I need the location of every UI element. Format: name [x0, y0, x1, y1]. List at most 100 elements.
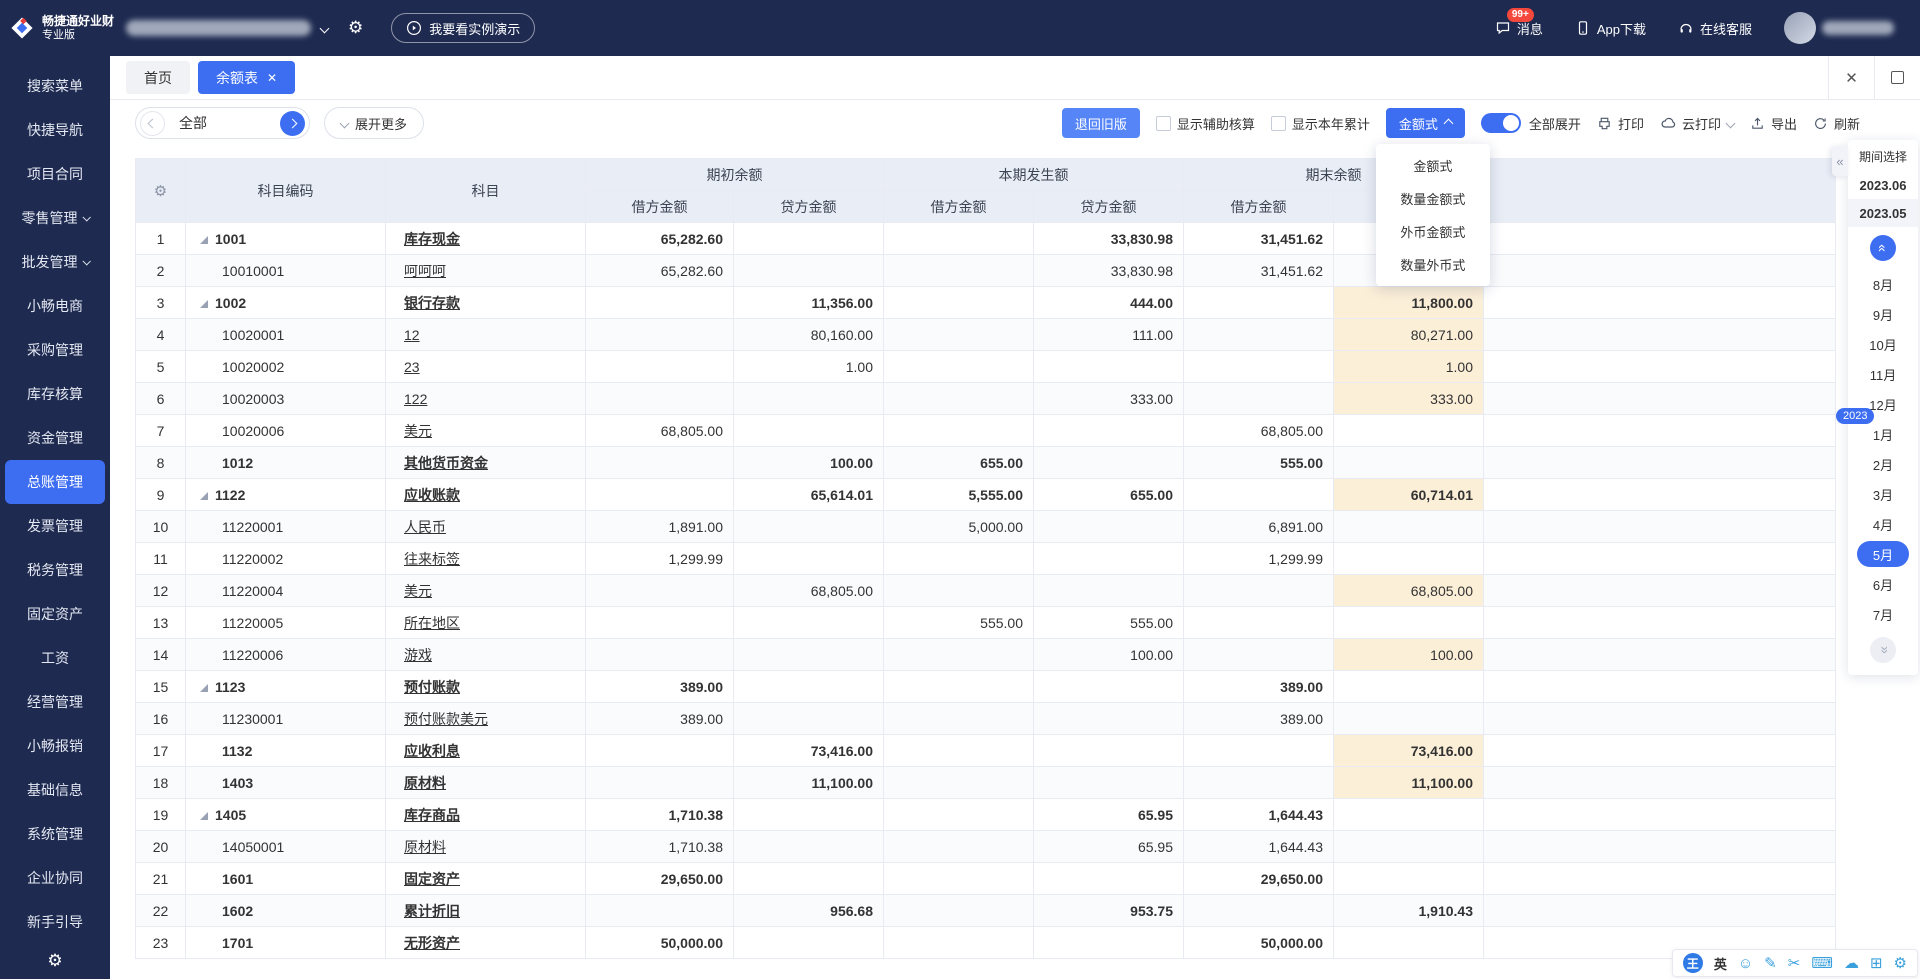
checkbox-icon[interactable]	[1155, 115, 1171, 131]
table-row[interactable]: 21 1601 固定资产 29,650.00 29,650.00	[135, 862, 1836, 895]
account-name-link[interactable]: 游戏	[404, 646, 432, 663]
table-row[interactable]: 12 11220004 美元 68,805.00 68,805.00	[135, 574, 1836, 607]
table-row[interactable]: 3 1002 银行存款 11,356.00 444.00 11,800.00	[135, 286, 1836, 319]
account-code-cell[interactable]: 14050001	[185, 830, 386, 863]
account-code-cell[interactable]: 1403	[185, 766, 386, 799]
toggle-switch[interactable]	[1480, 113, 1521, 133]
account-name-link[interactable]: 23	[404, 358, 420, 375]
export-button[interactable]: 导出	[1750, 114, 1797, 133]
month-item[interactable]: 2月	[1872, 457, 1894, 473]
close-all-tabs-button[interactable]: ✕	[1828, 56, 1874, 99]
sidebar-item-inventory-accounting[interactable]: 库存核算	[0, 372, 110, 416]
account-name-cell[interactable]: 呵呵呵	[385, 254, 586, 287]
table-row[interactable]: 15 1123 预付账款 389.00 389.00	[135, 670, 1836, 703]
table-row[interactable]: 5 10020002 23 1.00 1.00	[135, 350, 1836, 383]
account-name-cell[interactable]: 美元	[385, 414, 586, 447]
table-row[interactable]: 22 1602 累计折旧 956.68 953.75 1,910.43	[135, 894, 1836, 927]
account-name-cell[interactable]: 预付账款美元	[385, 702, 586, 735]
table-row[interactable]: 10 11220001 人民币 1,891.00 5,000.00 6,891.00	[135, 510, 1836, 543]
checkbox-icon[interactable]	[1270, 115, 1286, 131]
account-name-cell[interactable]: 所在地区	[385, 606, 586, 639]
sidebar-item-quick-nav[interactable]: 快捷导航	[0, 108, 110, 152]
account-name-cell[interactable]: 原材料	[385, 766, 586, 799]
account-code-cell[interactable]: 10020003	[185, 382, 386, 415]
account-code-cell[interactable]: 10020001	[185, 318, 386, 351]
account-name-cell[interactable]: 固定资产	[385, 862, 586, 895]
sidebar-item-invoice-mgmt[interactable]: 发票管理	[0, 504, 110, 548]
amount-format-button[interactable]: 金额式	[1385, 108, 1465, 138]
account-name-cell[interactable]: 预付账款	[385, 670, 586, 703]
ime-language-toggle[interactable]: 英	[1713, 956, 1727, 972]
account-name-link[interactable]: 12	[404, 326, 420, 343]
account-name-link[interactable]: 美元	[404, 422, 432, 439]
table-row[interactable]: 23 1701 无形资产 50,000.00 50,000.00	[135, 926, 1836, 959]
account-code-cell[interactable]: 1123	[185, 670, 386, 703]
filter-prev-button[interactable]	[140, 110, 165, 136]
messages-button[interactable]: 99+ 消息	[1495, 7, 1543, 38]
account-code-cell[interactable]: 11220005	[185, 606, 386, 639]
expand-icon[interactable]	[200, 491, 208, 500]
account-name-cell[interactable]: 12	[385, 318, 586, 351]
account-name-link[interactable]: 库存现金	[404, 230, 460, 247]
table-row[interactable]: 6 10020003 122 333.00 333.00	[135, 382, 1836, 415]
user-account[interactable]	[1784, 12, 1894, 44]
table-row[interactable]: 4 10020001 12 80,160.00 111.00 80,271.00	[135, 318, 1836, 351]
table-row[interactable]: 17 1132 应收利息 73,416.00 73,416.00	[135, 734, 1836, 767]
table-row[interactable]: 1 1001 库存现金 65,282.60 33,830.98 31,451.62	[135, 222, 1836, 255]
account-name-link[interactable]: 应收利息	[404, 742, 460, 759]
table-row[interactable]: 18 1403 原材料 11,100.00 11,100.00	[135, 766, 1836, 799]
expand-icon[interactable]	[200, 235, 208, 244]
table-row[interactable]: 7 10020006 美元 68,805.00 68,805.00	[135, 414, 1836, 447]
sidebar-item-xiaochang-ecom[interactable]: 小畅电商	[0, 284, 110, 328]
month-item[interactable]: 5月	[1857, 541, 1909, 567]
collapse-panel-handle[interactable]: «	[1832, 146, 1848, 176]
refresh-button[interactable]: 刷新	[1813, 114, 1860, 133]
sidebar-item-xiaochang-expense[interactable]: 小畅报销	[0, 724, 110, 768]
month-item[interactable]: 11月	[1869, 367, 1897, 383]
account-code-cell[interactable]: 1001	[185, 222, 386, 255]
account-name-link[interactable]: 固定资产	[404, 870, 460, 887]
account-code-cell[interactable]: 11220004	[185, 574, 386, 607]
account-name-cell[interactable]: 游戏	[385, 638, 586, 671]
month-item[interactable]: 3月	[1872, 487, 1894, 503]
account-code-cell[interactable]: 11220006	[185, 638, 386, 671]
account-name-cell[interactable]: 银行存款	[385, 286, 586, 319]
ime-logo-icon[interactable]: 王	[1682, 953, 1703, 973]
account-name-cell[interactable]: 累计折旧	[385, 894, 586, 927]
account-name-cell[interactable]: 美元	[385, 574, 586, 607]
month-item[interactable]: 6月	[1872, 577, 1894, 593]
show-ytd-checkbox[interactable]: 显示本年累计	[1270, 114, 1370, 133]
account-name-cell[interactable]: 122	[385, 382, 586, 415]
account-name-link[interactable]: 人民币	[404, 518, 446, 535]
account-code-cell[interactable]: 11220002	[185, 542, 386, 575]
month-item[interactable]: 1月	[1872, 427, 1894, 443]
account-name-link[interactable]: 应收账款	[404, 486, 460, 503]
account-code-cell[interactable]: 1012	[185, 446, 386, 479]
account-name-link[interactable]: 银行存款	[404, 294, 460, 311]
account-code-cell[interactable]: 1405	[185, 798, 386, 831]
cloud-print-button[interactable]: 云打印	[1660, 114, 1736, 133]
scroll-down-button[interactable]: «	[1870, 637, 1896, 663]
expand-icon[interactable]	[200, 299, 208, 308]
company-selector[interactable]	[126, 20, 330, 36]
table-row[interactable]: 16 11230001 预付账款美元 389.00 389.00	[135, 702, 1836, 735]
account-name-cell[interactable]: 往来标签	[385, 542, 586, 575]
account-name-link[interactable]: 库存商品	[404, 806, 460, 823]
format-option[interactable]: 数量外币式	[1400, 258, 1466, 273]
account-name-cell[interactable]: 应收账款	[385, 478, 586, 511]
account-name-cell[interactable]: 库存商品	[385, 798, 586, 831]
account-code-cell[interactable]: 1701	[185, 926, 386, 959]
account-code-cell[interactable]: 1122	[185, 478, 386, 511]
account-name-cell[interactable]: 其他货币资金	[385, 446, 586, 479]
month-item[interactable]: 4月	[1872, 517, 1894, 533]
tab-close-icon[interactable]: ✕	[267, 70, 278, 85]
show-aux-checkbox[interactable]: 显示辅助核算	[1155, 114, 1255, 133]
account-name-cell[interactable]: 应收利息	[385, 734, 586, 767]
format-option[interactable]: 金额式	[1413, 159, 1453, 174]
tab-home[interactable]: 首页	[126, 61, 190, 94]
table-row[interactable]: 20 14050001 原材料 1,710.38 65.95 1,644.43	[135, 830, 1836, 863]
account-code-cell[interactable]: 10020006	[185, 414, 386, 447]
month-item[interactable]: 7月	[1872, 607, 1894, 623]
expand-all-toggle[interactable]: 全部展开	[1480, 113, 1581, 133]
account-name-cell[interactable]: 23	[385, 350, 586, 383]
